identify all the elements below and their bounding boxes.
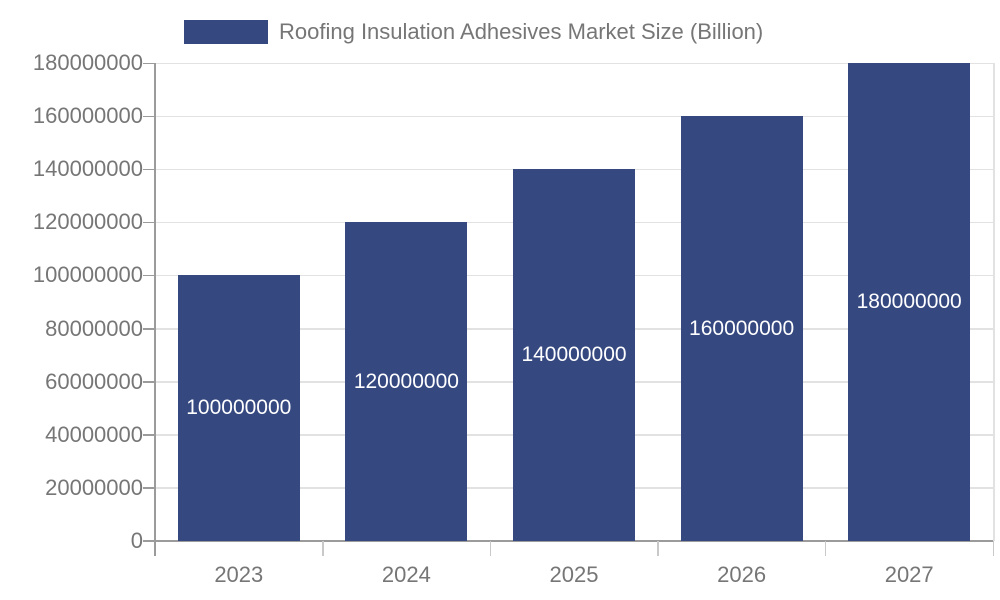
- y-axis-tick: [143, 221, 155, 224]
- y-tick-label: 140000000: [32, 156, 143, 182]
- legend-swatch: [184, 20, 268, 44]
- x-axis-tick: [824, 541, 827, 556]
- y-axis-tick: [143, 115, 155, 118]
- y-axis-line: [154, 63, 156, 556]
- bar: [848, 63, 971, 541]
- x-tick-label: 2025: [549, 562, 599, 587]
- x-tick-label: 2023: [214, 562, 264, 587]
- x-axis-line: [143, 540, 993, 542]
- y-axis-tick: [143, 434, 155, 436]
- y-tick-label: 100000000: [32, 262, 143, 288]
- y-axis-tick: [143, 381, 155, 383]
- bar-value-label: 140000000: [521, 343, 627, 367]
- x-axis-tick: [992, 541, 994, 556]
- y-tick-label: 180000000: [32, 50, 143, 75]
- bar-value-label: 160000000: [689, 316, 795, 340]
- bar: [513, 169, 635, 541]
- y-axis-tick: [143, 487, 155, 489]
- bar: [177, 275, 300, 541]
- y-axis-tick: [143, 62, 155, 64]
- bar-value-label: 120000000: [353, 369, 459, 393]
- y-tick-label: 160000000: [32, 103, 143, 129]
- x-tick-label: 2026: [717, 562, 767, 587]
- legend-label: Roofing Insulation Adhesives Market Size…: [279, 19, 764, 44]
- y-tick-label: 40000000: [45, 421, 143, 447]
- x-tick-label: 2024: [381, 562, 431, 587]
- y-tick-label: 80000000: [45, 315, 143, 341]
- y-tick-label: 60000000: [45, 368, 143, 394]
- y-axis-tick: [143, 328, 155, 330]
- x-tick-label: 2027: [884, 562, 934, 587]
- x-axis-tick: [489, 541, 492, 556]
- bar: [680, 116, 803, 541]
- y-axis-tick: [143, 168, 155, 171]
- legend: Roofing Insulation Adhesives Market Size…: [184, 20, 763, 44]
- y-tick-label: 120000000: [32, 209, 143, 235]
- gridline: [155, 115, 993, 118]
- bar-value-label: 100000000: [186, 396, 292, 420]
- gridline: [155, 62, 993, 64]
- x-axis-tick: [322, 541, 324, 556]
- y-tick-label: 20000000: [45, 474, 143, 500]
- bar: [345, 222, 468, 541]
- y-axis-tick: [143, 274, 155, 277]
- bar-value-label: 180000000: [856, 290, 962, 313]
- plot-right-border: [993, 63, 995, 541]
- x-axis-tick: [657, 541, 659, 556]
- y-tick-label: 0: [130, 528, 143, 553]
